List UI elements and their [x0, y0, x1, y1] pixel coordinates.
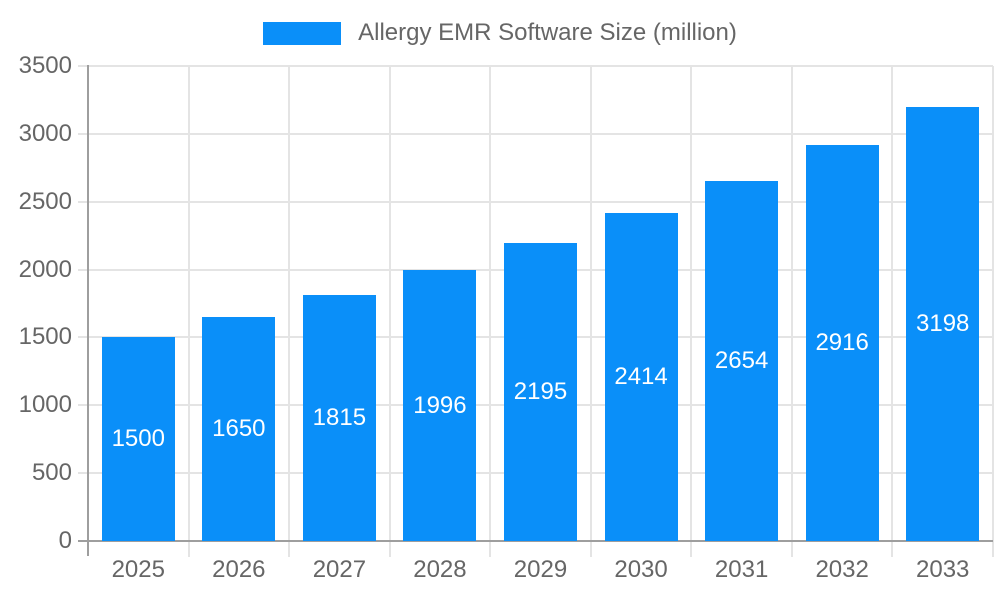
vertical-gridline: [388, 66, 391, 557]
vertical-gridline: [891, 66, 894, 557]
vertical-gridline: [690, 66, 693, 557]
bar[interactable]: 2654: [705, 180, 779, 541]
x-axis-tick-label: 2030: [614, 556, 668, 583]
bar[interactable]: 1996: [403, 270, 477, 541]
x-axis-tick-label: 2032: [815, 556, 869, 583]
legend-item[interactable]: Allergy EMR Software Size (million): [0, 18, 1000, 48]
y-axis-tick-label: 3500: [18, 52, 72, 79]
bar[interactable]: 2414: [604, 213, 678, 541]
vertical-gridline: [992, 66, 994, 557]
bar-value-label: 2654: [714, 346, 769, 374]
legend-swatch: [263, 21, 342, 45]
legend-label: Allergy EMR Software Size (million): [358, 19, 737, 46]
bar[interactable]: 3198: [906, 106, 980, 541]
vertical-gridline: [489, 66, 492, 557]
x-axis-tick-label: 2029: [513, 556, 568, 583]
y-axis-tick-label: 2000: [18, 255, 72, 283]
bar-value-label: 2916: [815, 329, 869, 357]
x-axis-tick-label: 2033: [916, 556, 970, 583]
vertical-gridline: [790, 66, 793, 557]
horizontal-gridline: [78, 132, 993, 135]
bar[interactable]: 1650: [202, 317, 276, 541]
bar-value-label: 2195: [513, 378, 568, 406]
bar-value-label: 1815: [312, 403, 367, 431]
horizontal-gridline: [78, 200, 993, 203]
y-axis-tick-label: 500: [31, 459, 72, 487]
x-axis-tick-label: 2027: [312, 556, 367, 583]
bar[interactable]: 1815: [302, 294, 376, 541]
bar-value-label: 1996: [413, 391, 467, 419]
y-axis-tick-label: 1500: [18, 323, 72, 351]
bar-value-label: 1650: [212, 415, 266, 443]
x-axis-tick-label: 2031: [714, 556, 769, 583]
bar-value-label: 1500: [111, 425, 165, 453]
x-axis-line: [78, 540, 993, 542]
bar-value-label: 3198: [916, 309, 970, 337]
y-axis-tick-label: 3000: [18, 119, 72, 147]
vertical-gridline: [589, 66, 592, 557]
y-axis-tick-label: 0: [58, 527, 72, 554]
y-axis-tick-label: 1000: [18, 391, 72, 419]
x-axis-tick-label: 2028: [413, 556, 467, 583]
x-axis-tick-label: 2026: [212, 556, 266, 583]
y-axis-line: [87, 65, 89, 556]
bar[interactable]: 2916: [805, 145, 879, 541]
vertical-gridline: [288, 66, 291, 557]
y-axis-tick-label: 2500: [18, 187, 72, 215]
bar[interactable]: 2195: [504, 243, 577, 541]
horizontal-gridline: [78, 65, 993, 67]
bar-value-label: 2414: [614, 363, 668, 391]
vertical-gridline: [187, 66, 190, 557]
bar[interactable]: 1500: [101, 337, 175, 541]
x-axis-tick-label: 2025: [111, 556, 165, 583]
